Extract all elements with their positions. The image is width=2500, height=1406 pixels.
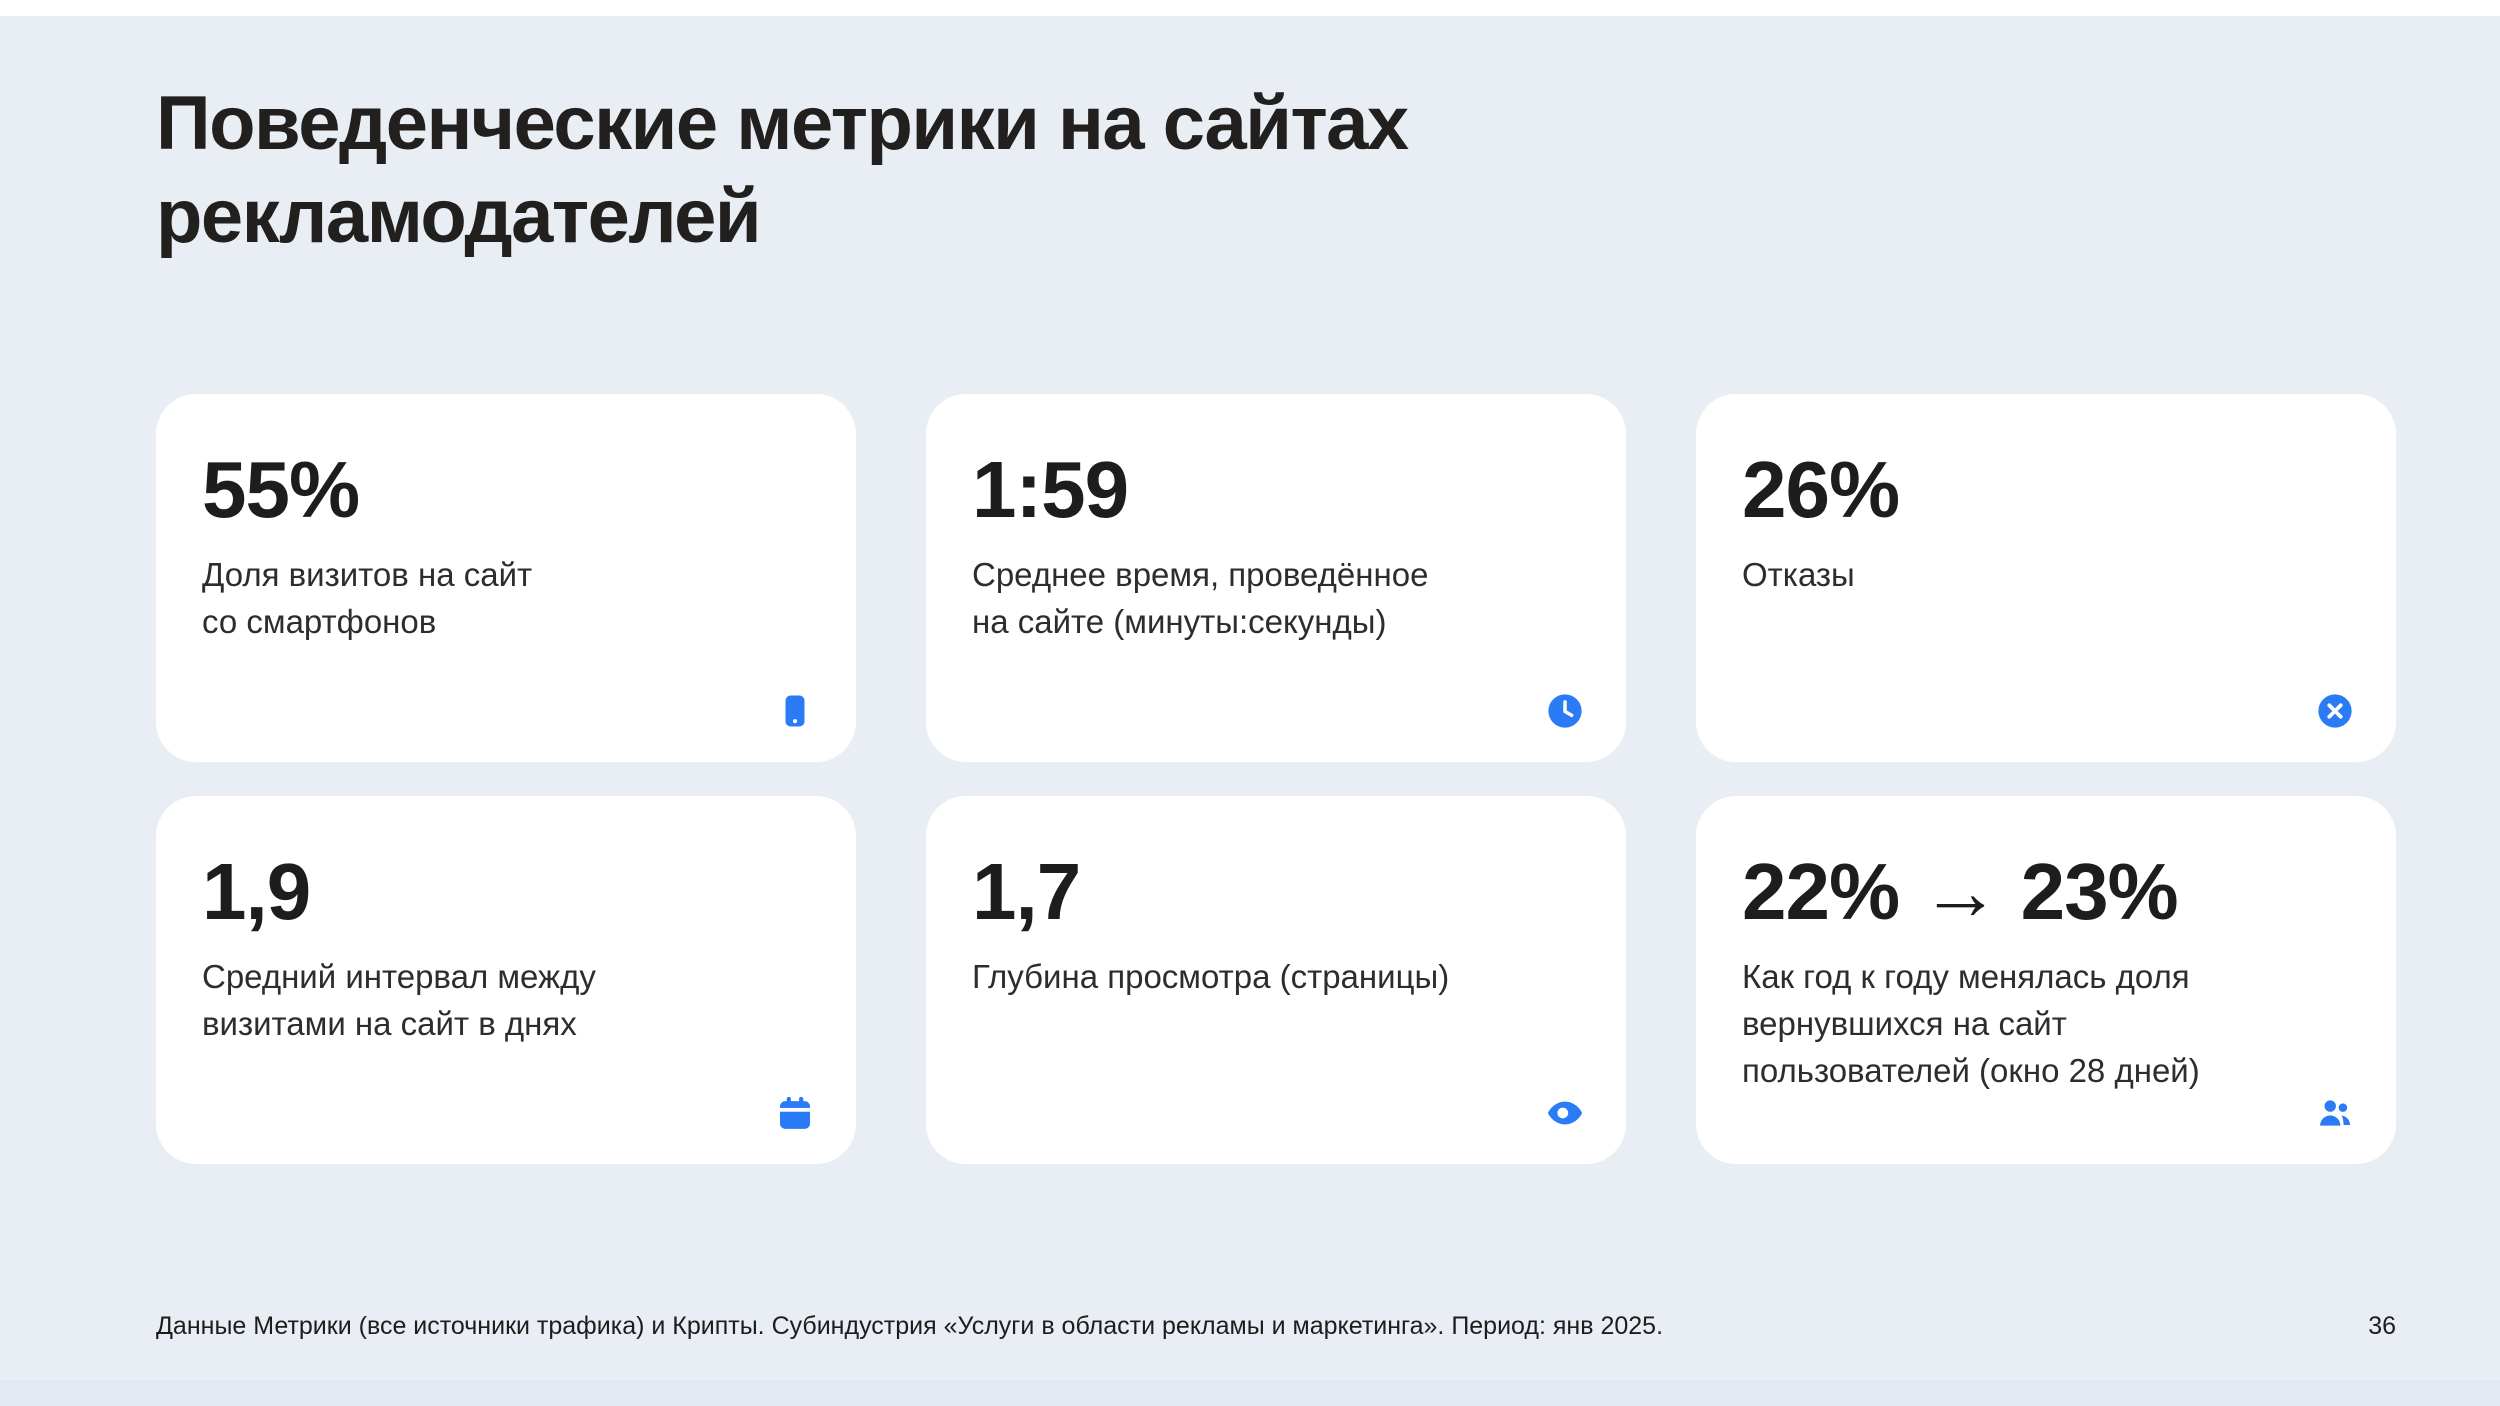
footer-source-note: Данные Метрики (все источники трафика) и… — [156, 1312, 1664, 1340]
smartphone-icon — [776, 692, 814, 730]
metric-value: 55% — [202, 445, 360, 534]
metric-value: 1,7 — [972, 847, 1081, 936]
metric-card-page-depth: 1,7 Глубина просмотра (страницы) — [926, 796, 1626, 1164]
metric-label: Доля визитов на сайт со смартфонов — [202, 556, 533, 640]
page-title: Поведенческие метрики на сайтах рекламод… — [156, 81, 1409, 259]
clock-icon — [1546, 692, 1584, 730]
top-white-strip — [0, 0, 2500, 16]
calendar-icon — [776, 1094, 814, 1132]
metric-card-avg-time: 1:59 Среднее время, проведённое на сайте… — [926, 394, 1626, 762]
metric-value: 1:59 — [972, 445, 1129, 534]
metric-card-visit-interval: 1,9 Средний интервал между визитами на с… — [156, 796, 856, 1164]
metric-label: Среднее время, проведённое на сайте (мин… — [972, 556, 1429, 640]
metric-value: 1,9 — [202, 847, 311, 936]
footer: Данные Метрики (все источники трафика) и… — [156, 1312, 2396, 1341]
users-icon — [2316, 1094, 2354, 1132]
bottom-strip — [0, 1380, 2500, 1406]
eye-icon — [1546, 1094, 1584, 1132]
metric-card-returning-users: 22% → 23% Как год к году менялась доля в… — [1696, 796, 2396, 1164]
close-circle-icon — [2316, 692, 2354, 730]
metrics-grid: 55% Доля визитов на сайт со смартфонов 1… — [156, 394, 2396, 1164]
metric-card-smartphone-share: 55% Доля визитов на сайт со смартфонов — [156, 394, 856, 762]
metric-card-bounce-rate: 26% Отказы — [1696, 394, 2396, 762]
metric-label: Отказы — [1742, 556, 1855, 593]
metric-value: 26% — [1742, 445, 1900, 534]
metric-label: Как год к году менялась доля вернувшихся… — [1742, 958, 2200, 1089]
metric-label: Глубина просмотра (страницы) — [972, 958, 1450, 995]
metric-label: Средний интервал между визитами на сайт … — [202, 958, 596, 1042]
metric-value: 22% → 23% — [1742, 847, 2179, 936]
page-number: 36 — [2368, 1312, 2396, 1340]
